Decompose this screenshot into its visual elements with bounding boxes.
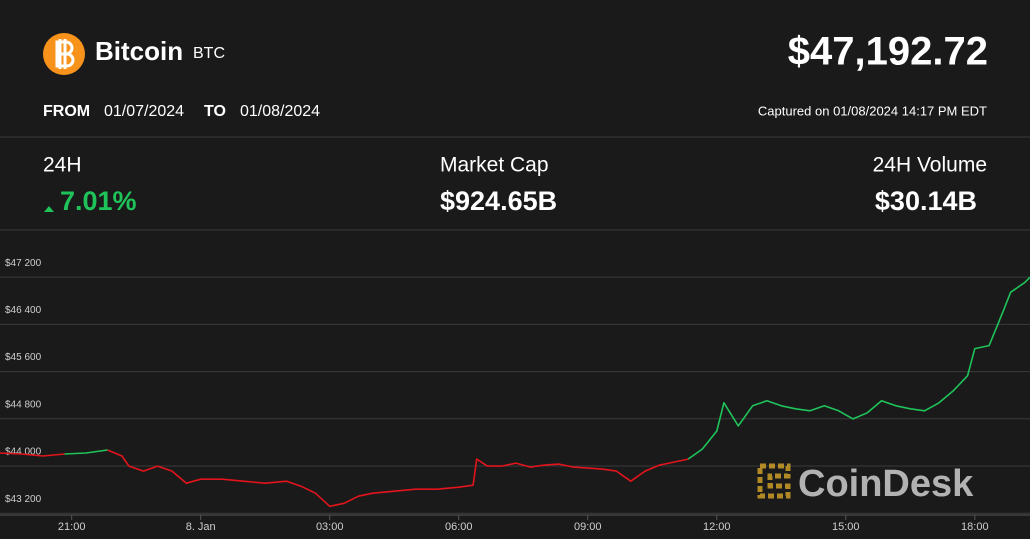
from-label: FROM bbox=[43, 103, 90, 120]
stat-label: 24H bbox=[43, 154, 82, 177]
x-tick-label: 03:00 bbox=[316, 521, 344, 533]
x-tick-label: 21:00 bbox=[58, 521, 86, 533]
stat-label: Market Cap bbox=[440, 154, 549, 177]
captured: Captured on 01/08/2024 14:17 PM EDT bbox=[758, 103, 987, 118]
y-tick-label: $46 400 bbox=[5, 305, 42, 316]
y-tick-label: $43 200 bbox=[5, 494, 42, 505]
bitcoin-logo bbox=[43, 33, 85, 75]
y-tick-label: $44 800 bbox=[5, 399, 42, 410]
coin-name: Bitcoin bbox=[95, 36, 183, 66]
watermark: CoinDesk bbox=[757, 463, 974, 505]
price-line bbox=[687, 276, 1030, 460]
x-tick-label: 09:00 bbox=[574, 521, 602, 533]
y-tick-label: $47 200 bbox=[5, 258, 42, 269]
up-arrow bbox=[44, 206, 54, 212]
price: $47,192.72 bbox=[788, 30, 988, 74]
stat-value: $924.65B bbox=[440, 186, 557, 216]
stat-value: $30.14B bbox=[875, 186, 977, 216]
price-line bbox=[64, 449, 108, 455]
from-date: 01/07/2024 bbox=[104, 103, 184, 120]
price-line bbox=[107, 449, 689, 508]
coin-symbol: BTC bbox=[193, 45, 225, 62]
stat-label: 24H Volume bbox=[873, 154, 987, 177]
y-tick-label: $45 600 bbox=[5, 352, 42, 363]
to-date: 01/08/2024 bbox=[240, 103, 320, 120]
x-tick-label: 06:00 bbox=[445, 521, 473, 533]
x-tick-label: 8. Jan bbox=[186, 521, 216, 533]
price-line bbox=[0, 452, 65, 457]
y-tick-label: $44 000 bbox=[5, 447, 42, 458]
x-tick-label: 12:00 bbox=[703, 521, 731, 533]
stat-value: 7.01% bbox=[60, 186, 137, 216]
x-tick-label: 15:00 bbox=[832, 521, 860, 533]
to-label: TO bbox=[204, 103, 226, 120]
x-tick-label: 18:00 bbox=[961, 521, 989, 533]
watermark-text: CoinDesk bbox=[798, 463, 974, 505]
plot: $47 200 $46 400 $45 600 $44 800 $44 000 $43 2… bbox=[0, 258, 1030, 533]
